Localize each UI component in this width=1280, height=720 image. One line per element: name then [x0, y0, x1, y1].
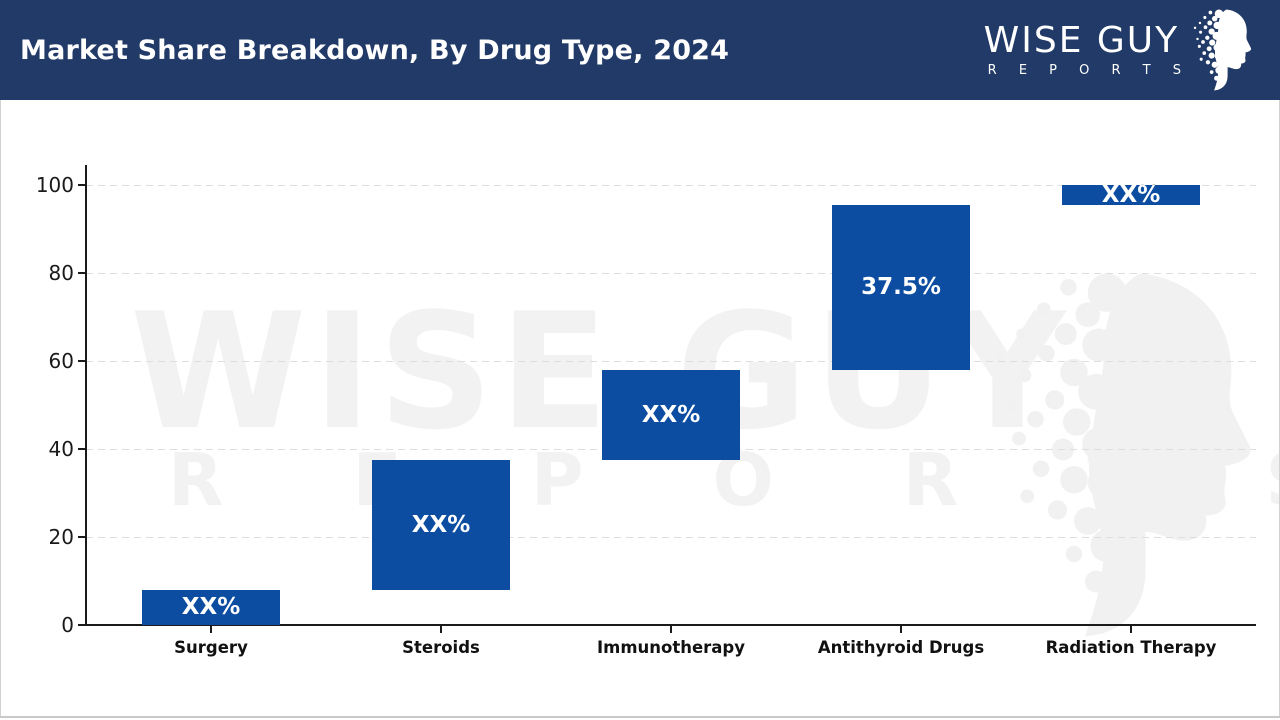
gridline-60: [86, 360, 1256, 362]
bar-steroids: XX%XX%: [372, 460, 510, 590]
x-axis-tick-2: [670, 626, 672, 633]
x-category-label-2: Immunotherapy: [596, 638, 746, 657]
bar-value-label: XX%: [181, 594, 241, 621]
gridline-100: [86, 184, 1256, 186]
x-axis-tick-0: [210, 626, 212, 633]
header-bar: Market Share Breakdown, By Drug Type, 20…: [0, 0, 1280, 100]
brand-logo-main-label: WISE GUY: [983, 19, 1180, 61]
bar-fill: XX%: [142, 589, 280, 625]
bar-value-label: XX%: [641, 401, 701, 428]
x-category-label-3: Antithyroid Drugs: [817, 638, 985, 657]
brand-logo-text: WISE GUY R E P O R T S: [983, 19, 1190, 78]
y-axis-tick-40: [78, 448, 86, 450]
y-tick-label-80: 80: [48, 261, 74, 285]
gridline-80: [86, 272, 1256, 274]
x-axis-tick-3: [900, 626, 902, 633]
y-tick-label-20: 20: [48, 525, 74, 549]
bar-fill: 37.5%: [832, 204, 970, 370]
bar-surgery: XX%XX%: [142, 589, 280, 625]
y-axis-line: [85, 165, 87, 626]
x-axis-tick-1: [440, 626, 442, 633]
x-category-label-1: Steroids: [402, 638, 480, 657]
x-category-label-4: Radiation Therapy: [1045, 638, 1217, 657]
bar-fill: XX%: [372, 460, 510, 590]
bar-value-label: 37.5%: [861, 274, 941, 301]
y-tick-label-100: 100: [35, 173, 74, 197]
gridline-20: [86, 536, 1256, 538]
bar-fill: XX%: [602, 369, 740, 460]
y-axis-tick-100: [78, 184, 86, 186]
bar-radiation-therapy: XX%XX%: [1062, 182, 1200, 208]
y-axis-tick-0: [78, 624, 86, 626]
chart-title: Market Share Breakdown, By Drug Type, 20…: [20, 34, 730, 66]
frame-left-line: [0, 100, 1, 718]
y-tick-label-40: 40: [48, 437, 74, 461]
x-axis-line: [85, 624, 1256, 626]
y-axis-tick-80: [78, 272, 86, 274]
brand-logo: WISE GUY R E P O R T S: [984, 7, 1262, 93]
x-category-label-0: Surgery: [174, 638, 248, 657]
frame-bottom-line: [0, 716, 1280, 718]
y-tick-label-0: 0: [61, 613, 74, 637]
x-axis-tick-4: [1130, 626, 1132, 633]
brand-head-logo-icon: [1193, 9, 1252, 91]
brand-logo-sub-label: R E P O R T S: [987, 62, 1190, 78]
bar-value-label: XX%: [411, 511, 471, 538]
bar-value-label: XX%: [1101, 185, 1161, 205]
bar-immunotherapy: XX%XX%: [602, 369, 740, 460]
y-axis-tick-60: [78, 360, 86, 362]
bar-fill: XX%: [1062, 185, 1200, 205]
y-tick-label-60: 60: [48, 349, 74, 373]
y-axis-tick-20: [78, 536, 86, 538]
bar-antithyroid-drugs: 37.5%37.5%: [832, 204, 970, 370]
